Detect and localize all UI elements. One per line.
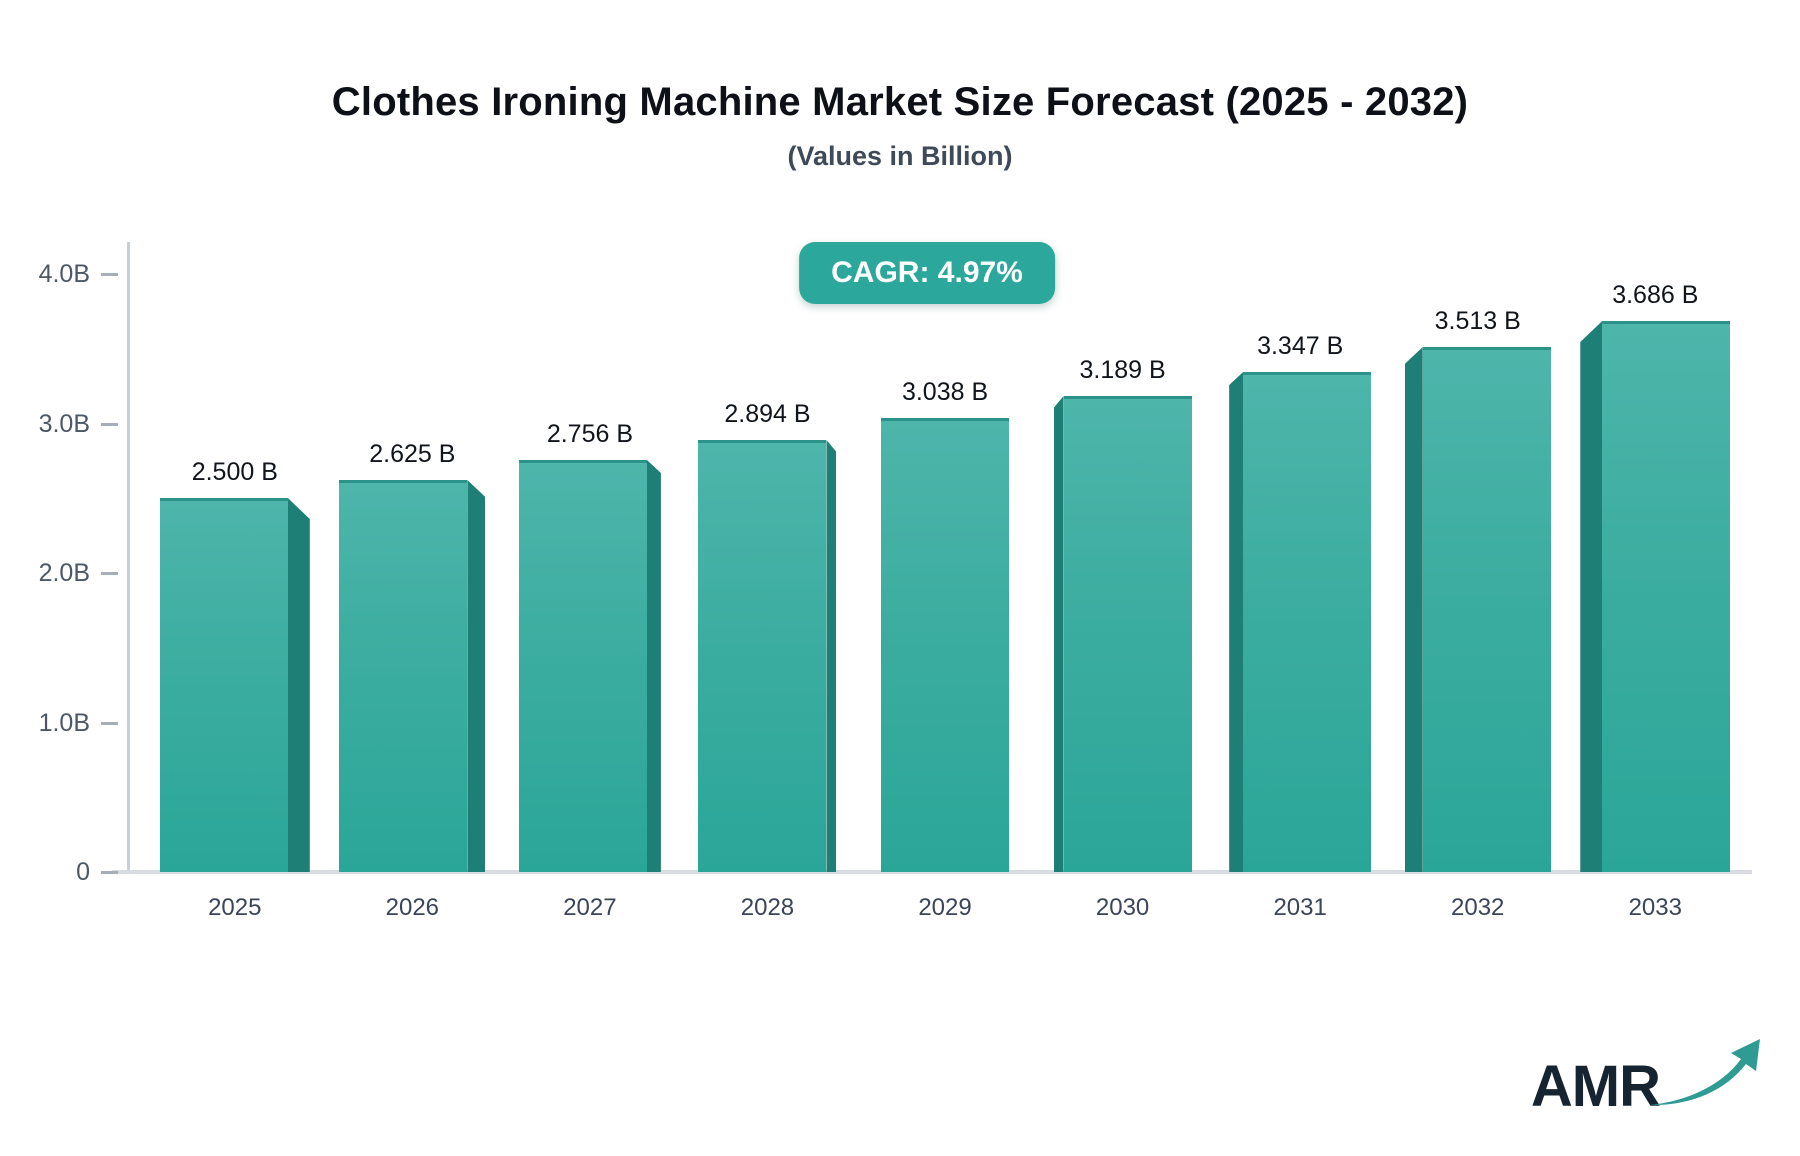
bar-2025	[159, 498, 310, 872]
bar-group-2032: 3.513 B	[1389, 307, 1567, 872]
y-tick-mark	[101, 273, 118, 277]
bar-group-2030: 3.189 B	[1034, 356, 1212, 872]
bar-side-shadow	[287, 498, 310, 872]
bar-group-2027: 2.756 B	[501, 420, 679, 872]
y-tick-mark	[101, 572, 118, 576]
x-axis-label-2026: 2026	[385, 894, 440, 921]
y-tick-mark	[101, 871, 118, 874]
bar-value-label-2032: 3.513 B	[1434, 307, 1521, 335]
bar-face	[339, 480, 468, 872]
bar-value-label-2033: 3.686 B	[1612, 281, 1699, 309]
y-tick-mark	[101, 721, 118, 725]
bars-row: 2.500 B 2.625 B 2.756 B 2.894 B 3.038 B 3.189…	[146, 281, 1744, 872]
x-axis-label-2027: 2027	[563, 894, 617, 921]
y-tick-label: 1.0B	[38, 708, 90, 737]
bar-face	[1422, 347, 1551, 872]
bar-2027	[518, 460, 661, 872]
bar-group-2031: 3.347 B	[1211, 332, 1389, 872]
bar-face	[159, 498, 288, 872]
bar-group-2033: 3.686 B	[1567, 281, 1745, 872]
amr-logo-text: AMR	[1530, 1054, 1661, 1119]
bar-face	[1243, 372, 1372, 872]
y-tick-label: 3.0B	[38, 409, 90, 438]
bar-face	[881, 418, 1010, 872]
y-tick-label: 4.0B	[38, 260, 90, 289]
bar-value-label-2030: 3.189 B	[1079, 356, 1166, 384]
bar-group-2028: 2.894 B	[679, 400, 857, 872]
y-tick-label: 0	[76, 858, 90, 886]
bar-face	[1602, 321, 1731, 872]
chart-area: CAGR: 4.97% 4.0B 3.0B 2.0B 1.0B 0 2.500 B 2.6…	[0, 234, 1800, 954]
bar-value-label-2027: 2.756 B	[546, 420, 633, 448]
bar-value-label-2028: 2.894 B	[724, 400, 811, 428]
bar-group-2026: 2.625 B	[324, 440, 502, 872]
bar-value-label-2025: 2.500 B	[191, 458, 278, 486]
bar-side-shadow	[1404, 347, 1423, 872]
bar-group-2029: 3.038 B	[856, 378, 1034, 872]
x-axis-label-2031: 2031	[1273, 894, 1327, 921]
bar-2033	[1580, 321, 1731, 872]
x-axis-label-2030: 2030	[1095, 894, 1150, 921]
bar-side-shadow	[1053, 396, 1064, 872]
x-axis-label-2028: 2028	[740, 894, 795, 921]
y-axis-line	[127, 242, 130, 872]
bar-value-label-2029: 3.038 B	[901, 378, 989, 406]
chart-title: Clothes Ironing Machine Market Size Fore…	[331, 80, 1469, 124]
bar-2032	[1404, 347, 1551, 872]
bar-2028	[698, 440, 837, 872]
bar-value-label-2031: 3.347 B	[1257, 332, 1344, 360]
amr-logo: AMR	[1531, 1035, 1766, 1116]
bar-face	[518, 460, 647, 872]
bar-group-2025: 2.500 B	[146, 458, 324, 872]
bar-side-shadow	[826, 440, 837, 872]
bar-2029	[881, 418, 1010, 872]
bar-side-shadow	[1580, 321, 1603, 872]
x-axis-label-2032: 2032	[1451, 894, 1505, 921]
x-axis-baseline	[112, 870, 1752, 874]
bar-2031	[1229, 372, 1372, 872]
bar-2030	[1053, 396, 1192, 872]
y-tick-mark	[101, 422, 118, 426]
bar-side-shadow	[1229, 372, 1244, 872]
x-axis-label-2025: 2025	[208, 894, 262, 921]
bar-face	[698, 440, 827, 872]
cagr-badge: CAGR: 4.97%	[799, 242, 1055, 304]
bar-side-shadow	[646, 460, 661, 872]
x-axis-label-2029: 2029	[918, 894, 972, 921]
bar-value-label-2026: 2.625 B	[369, 440, 456, 468]
bar-face	[1063, 396, 1192, 872]
chart-subtitle: (Values in Billion)	[787, 141, 1013, 171]
x-axis-labels: 2025 2026 2027 2028 2029 2030 2031 2032 2033	[146, 894, 1744, 922]
bar-side-shadow	[467, 480, 486, 872]
growth-arrow-icon	[1646, 1035, 1766, 1114]
y-tick-label: 2.0B	[38, 559, 90, 588]
bar-2026	[339, 480, 486, 872]
x-axis-label-2033: 2033	[1628, 894, 1682, 921]
